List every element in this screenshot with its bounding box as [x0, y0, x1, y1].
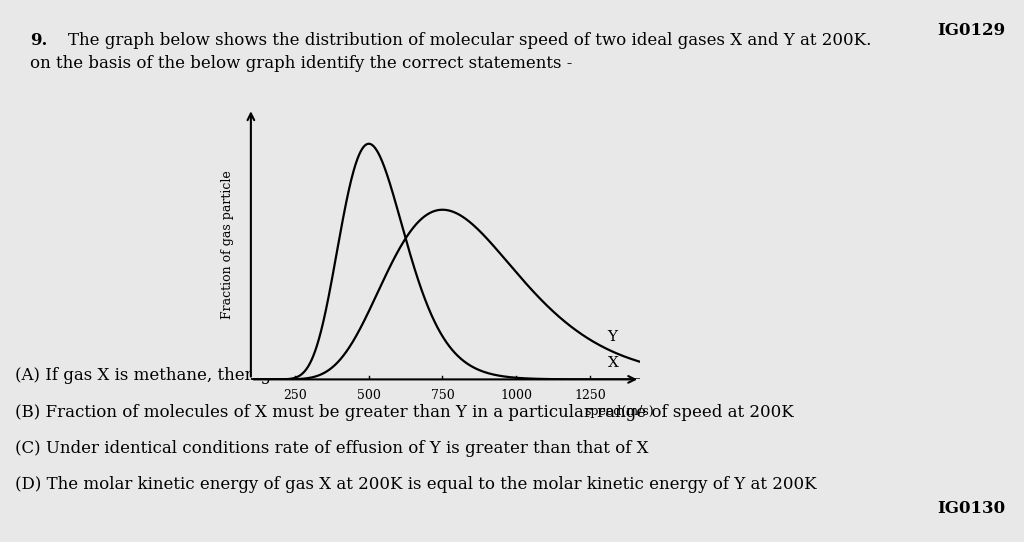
Text: (A) If gas X is methane, then gas Y can be CO₂: (A) If gas X is methane, then gas Y can … — [15, 367, 404, 384]
Text: 750: 750 — [431, 389, 455, 402]
Text: Y: Y — [607, 330, 617, 344]
Text: 1250: 1250 — [574, 389, 606, 402]
Text: 9.: 9. — [30, 32, 47, 49]
Text: Fraction of gas particle: Fraction of gas particle — [221, 171, 233, 319]
Text: 1000: 1000 — [500, 389, 532, 402]
Text: (C) Under identical conditions rate of effusion of Y is greater than that of X: (C) Under identical conditions rate of e… — [15, 440, 648, 457]
Text: 250: 250 — [284, 389, 307, 402]
Text: X: X — [607, 356, 618, 370]
Text: (B) Fraction of molecules of X must be greater than Y in a particular range of s: (B) Fraction of molecules of X must be g… — [15, 404, 794, 421]
Text: IG0129: IG0129 — [937, 22, 1005, 39]
Text: The graph below shows the distribution of molecular speed of two ideal gases X a: The graph below shows the distribution o… — [68, 32, 871, 49]
Text: speed(m/s): speed(m/s) — [585, 405, 654, 418]
Text: IG0130: IG0130 — [937, 500, 1005, 517]
Text: on the basis of the below graph identify the correct statements -: on the basis of the below graph identify… — [30, 55, 572, 72]
Text: (D) The molar kinetic energy of gas X at 200K is equal to the molar kinetic ener: (D) The molar kinetic energy of gas X at… — [15, 476, 816, 493]
Text: 500: 500 — [356, 389, 381, 402]
